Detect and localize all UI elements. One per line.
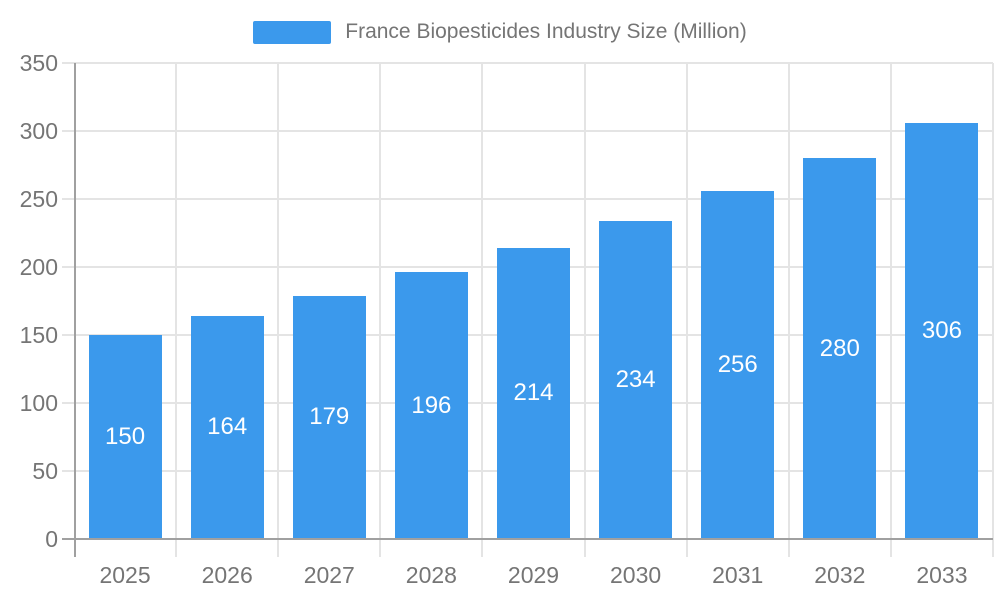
x-tick-label: 2031 (712, 562, 764, 588)
bar: 256 (701, 190, 775, 539)
x-tick-label: 2026 (201, 562, 253, 588)
bar-value-label: 256 (717, 350, 758, 378)
gridline-v (583, 63, 586, 557)
gridline-v (787, 63, 790, 557)
legend[interactable]: France Biopesticides Industry Size (Mill… (0, 19, 1000, 45)
bar-value-label: 214 (513, 379, 554, 407)
y-tick-label: 100 (19, 390, 58, 416)
x-tick-label: 2028 (405, 562, 457, 588)
gridline-v (277, 63, 280, 557)
bar-value-label: 164 (207, 413, 248, 441)
y-tick-label: 350 (19, 50, 58, 76)
x-axis-line (62, 538, 993, 540)
y-tick-label: 0 (45, 526, 58, 552)
bar-value-label: 179 (309, 403, 350, 431)
y-tick-label: 200 (19, 254, 58, 280)
bar: 196 (394, 272, 468, 539)
y-tick-label: 50 (32, 458, 58, 484)
bar: 164 (190, 315, 264, 539)
y-tick-label: 150 (19, 322, 58, 348)
gridline-v (481, 63, 484, 557)
gridline-v (992, 63, 994, 557)
x-tick-label: 2027 (303, 562, 355, 588)
bar-value-label: 150 (105, 423, 146, 450)
bar: 280 (803, 158, 877, 539)
gridline-h (62, 198, 993, 200)
bar: 306 (905, 122, 979, 539)
x-tick-label: 2033 (916, 562, 968, 588)
y-axis-line (74, 63, 76, 557)
y-tick-label: 250 (19, 186, 58, 212)
x-tick-label: 2029 (507, 562, 560, 588)
gridline-v (175, 63, 178, 557)
gridline-h (62, 62, 993, 64)
bar-value-label: 280 (819, 334, 860, 362)
bar-value-label: 234 (615, 365, 656, 393)
gridline-v (685, 63, 688, 557)
y-tick-label: 300 (19, 118, 58, 144)
bar: 150 (88, 335, 162, 539)
bar-value-label: 306 (921, 316, 962, 344)
bar-value-label: 196 (411, 391, 452, 419)
plot-area: 0 50 100 150 200 250 300 350 150 2025 164 2026 179 20… (20, 50, 994, 588)
gridline-h (62, 130, 993, 132)
gridline-v (889, 63, 892, 557)
legend-swatch-icon (253, 20, 332, 44)
bar: 214 (497, 247, 570, 539)
gridline-v (379, 63, 382, 557)
bar: 179 (292, 295, 366, 539)
x-tick-label: 2025 (99, 562, 151, 588)
x-tick-label: 2030 (610, 562, 662, 588)
x-tick-label: 2032 (814, 562, 866, 588)
legend-label: France Biopesticides Industry Size (Mill… (345, 20, 747, 43)
bar: 234 (599, 220, 673, 539)
